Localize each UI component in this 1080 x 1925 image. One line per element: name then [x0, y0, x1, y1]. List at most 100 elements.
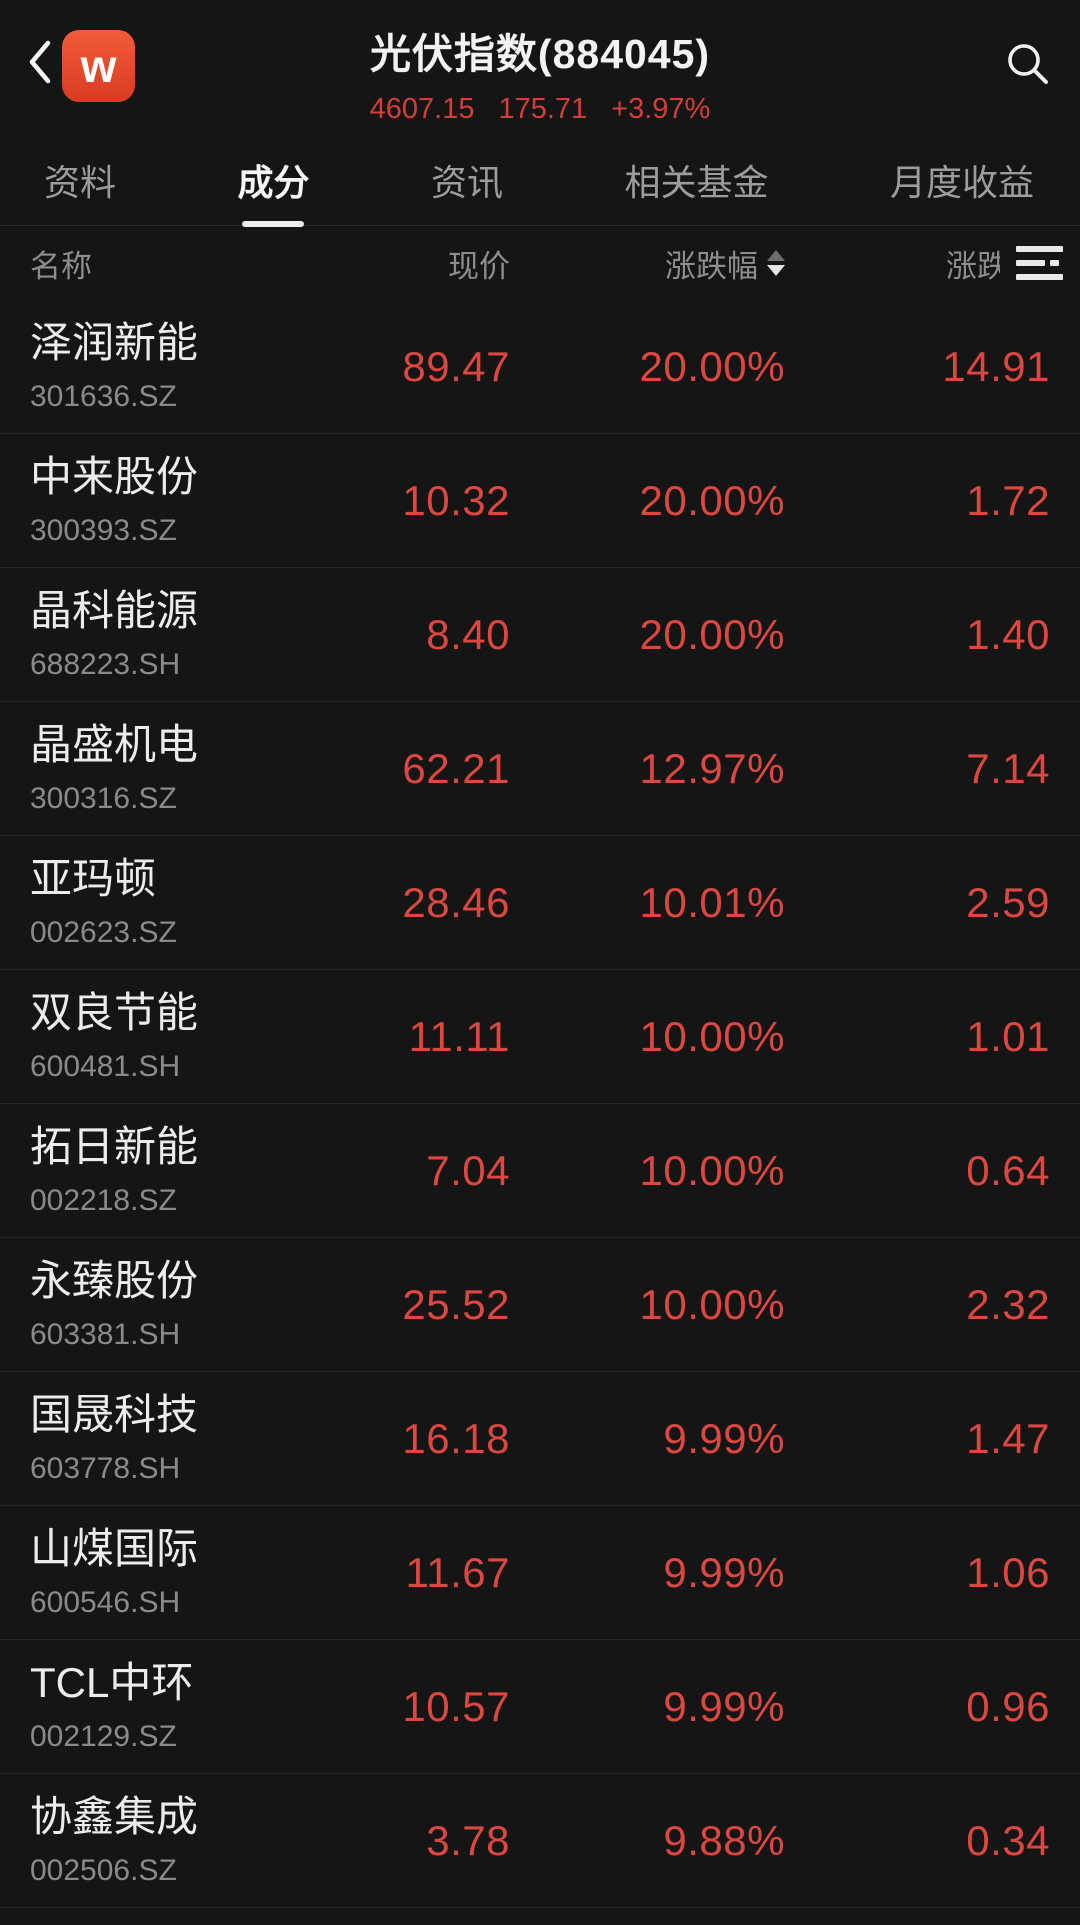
table-row[interactable]: 拓日新能 002218.SZ 7.04 10.00% 0.64 — [0, 1104, 1080, 1238]
stock-name: 永臻股份 — [30, 1257, 199, 1305]
stock-code: 002218.SZ — [30, 1183, 177, 1217]
stock-change-pct: 20.00% — [639, 476, 785, 524]
tab-label: 资料 — [44, 162, 117, 203]
column-menu-icon — [1016, 246, 1063, 252]
stock-change-pct: 9.99% — [663, 1548, 785, 1596]
stock-price: 10.32 — [402, 476, 510, 524]
tab-monthly-returns[interactable]: 月度收益 — [890, 154, 1034, 206]
back-button[interactable] — [20, 36, 60, 88]
stock-name-cell: 山煤国际 600546.SH — [30, 1525, 330, 1619]
stock-name-cell: 泽润新能 301636.SZ — [30, 319, 330, 413]
stock-code: 600481.SH — [30, 1049, 181, 1083]
stock-name-cell: 拓日新能 002218.SZ — [30, 1123, 330, 1217]
stock-price: 11.11 — [408, 1012, 510, 1060]
back-chevron-icon — [29, 40, 51, 84]
header-change-pct-label: 涨跌幅 — [665, 248, 758, 284]
stock-change: 1.47 — [966, 1414, 1050, 1462]
stock-change: 0.96 — [966, 1682, 1050, 1730]
sort-asc-icon — [767, 250, 785, 261]
header-price: 现价 — [448, 248, 510, 284]
stock-price: 7.04 — [426, 1146, 510, 1194]
table-row[interactable]: 双良节能 600481.SH 11.11 10.00% 1.01 — [0, 970, 1080, 1104]
stock-name-cell: 晶盛机电 300316.SZ — [30, 721, 330, 815]
stock-name: 协鑫集成 — [30, 1793, 199, 1841]
tab-label: 月度收益 — [889, 162, 1034, 203]
title-block: 光伏指数(884045) 4607.15 175.71 +3.97% — [0, 0, 1080, 126]
stock-name: 泽润新能 — [30, 319, 199, 367]
table-row[interactable]: 国晟科技 603778.SH 16.18 9.99% 1.47 — [0, 1372, 1080, 1506]
stock-change: 7.14 — [966, 744, 1050, 792]
index-change-pct: +3.97% — [611, 93, 711, 125]
tab-news[interactable]: 资讯 — [431, 154, 503, 206]
tab-constituents[interactable]: 成分 — [237, 154, 309, 206]
stock-code: 600546.SH — [30, 1585, 181, 1619]
stock-price: 10.57 — [402, 1682, 510, 1730]
stock-change-pct: 10.00% — [639, 1012, 785, 1060]
stock-name-cell: 双良节能 600481.SH — [30, 989, 330, 1083]
title-bar: w 光伏指数(884045) 4607.15 175.71 +3.97% — [0, 0, 1080, 135]
stock-code: 300316.SZ — [30, 781, 177, 815]
stock-price: 16.18 — [402, 1414, 510, 1462]
sort-desc-icon — [767, 265, 785, 276]
table-row[interactable]: 永臻股份 603381.SH 25.52 10.00% 2.32 — [0, 1238, 1080, 1372]
tab-related-funds[interactable]: 相关基金 — [624, 154, 768, 206]
table-row[interactable]: 山煤国际 600546.SH 11.67 9.99% 1.06 — [0, 1506, 1080, 1640]
tab-label: 资讯 — [430, 162, 503, 203]
stock-name: 国晟科技 — [30, 1391, 199, 1439]
index-quote: 4607.15 175.71 +3.97% — [0, 93, 1080, 126]
stock-change: 0.34 — [966, 1816, 1050, 1864]
table-row[interactable]: 晶盛机电 300316.SZ 62.21 12.97% 7.14 — [0, 702, 1080, 836]
table-row[interactable]: 中来股份 300393.SZ 10.32 20.00% 1.72 — [0, 434, 1080, 568]
stock-name-cell: 协鑫集成 002506.SZ — [30, 1793, 330, 1887]
stock-change-pct: 10.00% — [639, 1280, 785, 1328]
stock-code: 002129.SZ — [30, 1719, 177, 1753]
stock-change: 14.91 — [942, 342, 1050, 390]
header-change-label: 涨跌 — [946, 248, 1000, 284]
stock-change: 2.32 — [966, 1280, 1050, 1328]
tab-label: 成分 — [237, 162, 310, 203]
header-name: 名称 — [30, 248, 92, 284]
sort-arrows-icon — [767, 250, 785, 276]
stock-change-pct: 9.88% — [663, 1816, 785, 1864]
stock-change-pct: 20.00% — [639, 342, 785, 390]
stock-name-cell: 中来股份 300393.SZ — [30, 453, 330, 547]
stock-name: 晶盛机电 — [30, 721, 199, 769]
stock-change: 2.59 — [966, 878, 1050, 926]
stock-change-pct: 9.99% — [663, 1414, 785, 1462]
stock-change: 1.72 — [966, 476, 1050, 524]
stock-price: 62.21 — [402, 744, 510, 792]
tab-bar: 资料 成分 资讯 相关基金 月度收益 — [0, 135, 1080, 226]
stock-name: 拓日新能 — [30, 1123, 199, 1171]
stock-change-pct: 12.97% — [639, 744, 785, 792]
column-menu-button[interactable] — [1012, 246, 1063, 280]
index-value: 4607.15 — [369, 93, 475, 125]
stock-change: 1.01 — [966, 1012, 1050, 1060]
stock-price: 11.67 — [405, 1548, 510, 1596]
stock-code: 301636.SZ — [30, 379, 177, 413]
stock-change-pct: 20.00% — [639, 610, 785, 658]
search-button[interactable] — [1002, 38, 1054, 90]
stock-name: 亚玛顿 — [30, 855, 157, 903]
stock-name: 晶科能源 — [30, 587, 199, 635]
table-row[interactable]: 泽润新能 301636.SZ 89.47 20.00% 14.91 — [0, 300, 1080, 434]
tab-profile[interactable]: 资料 — [44, 154, 116, 206]
table-row[interactable]: 晶科能源 688223.SH 8.40 20.00% 1.40 — [0, 568, 1080, 702]
stock-name-cell: 国晟科技 603778.SH — [30, 1391, 330, 1485]
stock-price: 25.52 — [402, 1280, 510, 1328]
index-change: 175.71 — [498, 93, 588, 125]
header-change-pct-sort[interactable]: 涨跌幅 — [510, 241, 785, 286]
search-icon — [1008, 44, 1048, 84]
stock-change-pct: 10.01% — [639, 878, 785, 926]
stock-name: TCL中环 — [30, 1659, 194, 1707]
table-row[interactable]: 亚玛顿 002623.SZ 28.46 10.01% 2.59 — [0, 836, 1080, 970]
stock-price: 89.47 — [402, 342, 510, 390]
wind-app-logo[interactable]: w — [62, 30, 135, 102]
stock-code: 300393.SZ — [30, 513, 177, 547]
table-row[interactable]: 协鑫集成 002506.SZ 3.78 9.88% 0.34 — [0, 1774, 1080, 1908]
table-row[interactable]: TCL中环 002129.SZ 10.57 9.99% 0.96 — [0, 1640, 1080, 1774]
stock-name-cell: 晶科能源 688223.SH — [30, 587, 330, 681]
table-header: 名称 现价 涨跌幅 涨跌 — [0, 226, 1080, 300]
stock-change: 0.64 — [966, 1146, 1050, 1194]
stock-price: 8.40 — [426, 610, 510, 658]
stock-code: 688223.SH — [30, 647, 181, 681]
